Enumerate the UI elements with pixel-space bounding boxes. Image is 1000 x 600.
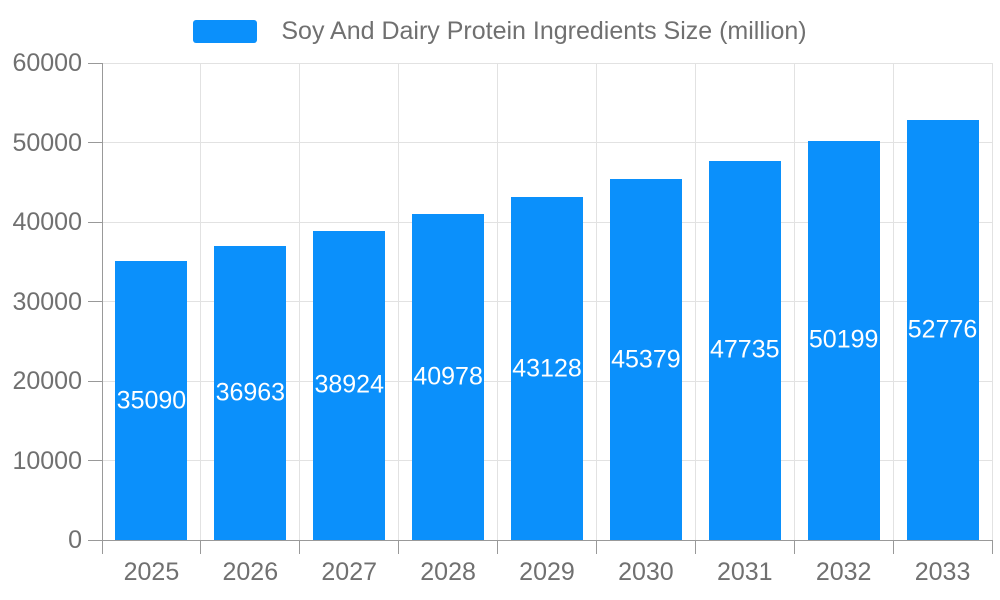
y-tick <box>88 539 102 541</box>
vgridline <box>892 63 894 540</box>
y-tick <box>88 301 102 302</box>
bar-value-label: 50199 <box>808 325 879 354</box>
y-axis-label: 30000 <box>12 287 82 316</box>
bar-value-label: 36963 <box>215 378 286 407</box>
vgridline <box>595 63 597 540</box>
y-axis-label: 50000 <box>12 128 82 157</box>
vgridline <box>793 63 795 540</box>
bar-2028[interactable]: 40978 <box>412 214 485 540</box>
x-axis-label-2029: 2029 <box>519 558 575 586</box>
bar-value-label: 38924 <box>314 370 384 399</box>
y-tick <box>88 380 102 382</box>
x-axis-label-2027: 2027 <box>321 558 378 586</box>
x-axis-label-2028: 2028 <box>420 558 476 586</box>
x-axis-label-2025: 2025 <box>123 558 180 586</box>
vgridline <box>694 63 696 540</box>
x-tick <box>497 540 499 554</box>
y-axis-label: 60000 <box>12 49 82 77</box>
x-axis-label-2031: 2031 <box>716 558 773 586</box>
hgridline <box>103 62 992 64</box>
vgridline <box>398 63 400 540</box>
x-axis-label-2026: 2026 <box>222 558 279 586</box>
bar-2027[interactable]: 38924 <box>313 230 386 540</box>
y-tick <box>88 62 102 64</box>
x-tick <box>892 540 894 554</box>
y-axis-line <box>101 63 103 540</box>
y-tick <box>88 221 102 223</box>
bar-2025[interactable]: 35090 <box>115 261 188 540</box>
bar-value-label: 43128 <box>512 354 582 383</box>
bar-2033[interactable]: 52776 <box>906 120 979 540</box>
x-axis-label-2032: 2032 <box>815 558 872 586</box>
legend-label: Soy And Dairy Protein Ingredients Size (… <box>281 17 807 45</box>
x-tick <box>595 540 597 554</box>
vgridline <box>497 63 499 540</box>
y-axis-label: 20000 <box>12 367 82 395</box>
x-tick <box>200 540 202 554</box>
x-axis-label-2030: 2030 <box>618 558 674 586</box>
y-axis-label: 0 <box>68 526 82 554</box>
bar-2030[interactable]: 45379 <box>609 179 682 540</box>
x-tick <box>398 540 400 554</box>
x-tick <box>694 540 696 554</box>
legend-item[interactable]: Soy And Dairy Protein Ingredients Size (… <box>0 18 1000 45</box>
bar-2031[interactable]: 47735 <box>708 160 781 540</box>
legend-swatch <box>193 20 258 43</box>
x-axis-line <box>102 539 992 541</box>
y-axis-label: 40000 <box>12 208 82 236</box>
bar-value-label: 40978 <box>413 362 483 391</box>
vgridline <box>299 63 301 540</box>
bar-2029[interactable]: 43128 <box>511 197 583 540</box>
vgridline <box>991 63 993 540</box>
x-tick <box>793 540 795 554</box>
bar-value-label: 47735 <box>710 335 780 364</box>
y-axis-label: 10000 <box>12 446 82 475</box>
bar-value-label: 35090 <box>116 386 187 414</box>
x-tick <box>299 540 301 554</box>
bar-value-label: 45379 <box>611 345 681 374</box>
y-tick <box>88 142 102 143</box>
x-tick <box>991 540 993 554</box>
x-tick <box>101 540 103 554</box>
vgridline <box>200 63 202 540</box>
x-axis-label-2033: 2033 <box>914 558 971 586</box>
hgridline <box>103 142 992 143</box>
y-tick <box>88 460 102 461</box>
bar-2032[interactable]: 50199 <box>807 140 880 540</box>
bar-2026[interactable]: 36963 <box>214 246 287 540</box>
bar-value-label: 52776 <box>907 315 978 344</box>
